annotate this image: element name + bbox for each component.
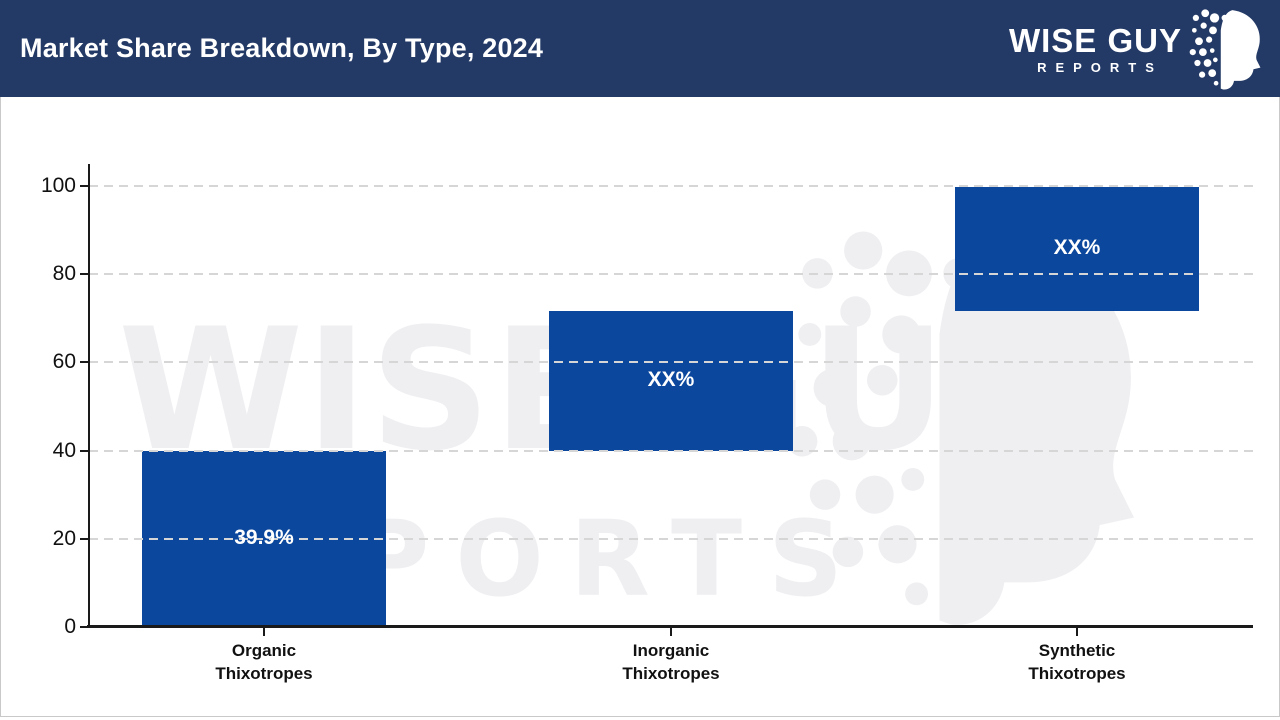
x-axis-tick <box>263 628 265 636</box>
y-axis-tick <box>80 537 89 540</box>
bar-segment <box>549 310 793 451</box>
gridline <box>89 361 1253 364</box>
y-tick-label: 80 <box>52 262 76 286</box>
y-tick-label: 0 <box>64 615 76 638</box>
x-axis-tick <box>1076 628 1078 636</box>
wiseguy-logo: WISE GUY REPORTS <box>1009 7 1266 91</box>
y-tick-label: 40 <box>52 438 76 462</box>
bar-value-label: XX% <box>647 367 695 391</box>
category-label: Inorganic Thixotropes <box>622 641 720 683</box>
logo-brand-subtitle: REPORTS <box>1037 59 1163 75</box>
y-axis-tick <box>80 626 89 628</box>
page-title: Market Share Breakdown, By Type, 2024 <box>20 33 544 63</box>
y-tick-label: 60 <box>52 350 76 374</box>
gridline <box>89 537 1253 540</box>
y-axis-tick <box>80 449 89 452</box>
gridline <box>89 185 1253 187</box>
x-axis-tick <box>670 628 672 636</box>
y-axis-tick <box>80 361 89 364</box>
y-axis-tick <box>80 273 89 276</box>
gridline <box>89 273 1253 276</box>
y-tick-label: 20 <box>52 526 76 550</box>
bar-segment <box>955 186 1199 311</box>
x-axis-line <box>87 625 1253 628</box>
y-axis-line <box>88 164 90 628</box>
category-label: Synthetic Thixotropes <box>1028 641 1126 683</box>
y-tick-label: 100 <box>40 174 76 197</box>
logo-brand-name: WISE GUY <box>1008 21 1182 59</box>
wiseguy-face-logo-icon <box>1189 8 1261 90</box>
header-bar: Market Share Breakdown, By Type, 2024 WI… <box>0 0 1280 97</box>
bar-value-label: 39.9% <box>234 526 294 550</box>
gridline <box>89 449 1253 452</box>
category-label: Organic Thixotropes <box>215 641 313 683</box>
y-axis-tick <box>80 185 89 187</box>
wiseguy-logo-text: WISE GUY REPORTS <box>1009 24 1182 74</box>
bar-value-label: XX% <box>1053 235 1101 259</box>
